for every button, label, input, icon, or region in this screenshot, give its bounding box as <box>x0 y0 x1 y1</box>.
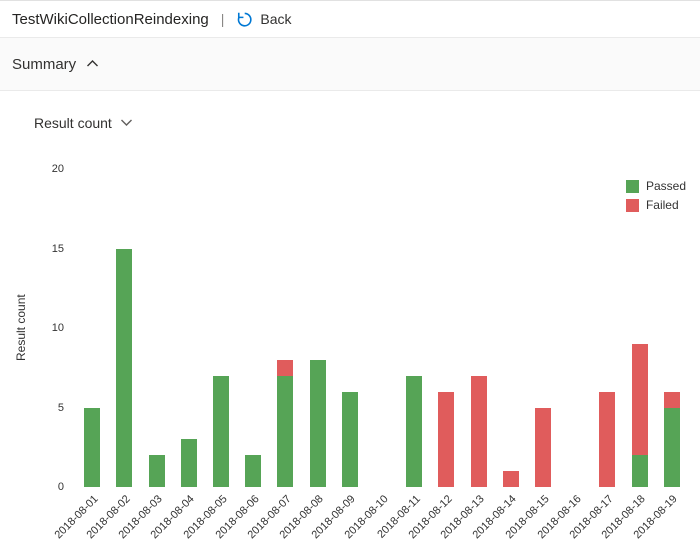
bar-column: 2018-08-01 <box>52 169 108 541</box>
chevron-down-icon <box>120 114 133 132</box>
bar-segment-failed[interactable] <box>470 375 487 487</box>
bar-segment-passed[interactable] <box>663 407 680 487</box>
bar-segment-failed[interactable] <box>502 471 519 487</box>
bar-column: 2018-08-07 <box>246 169 301 541</box>
bar-segment-passed[interactable] <box>148 455 165 487</box>
plot-wrap: 0 5 10 15 20 2018-08-01 2018-08-02 2018-08-03 2… <box>36 163 688 541</box>
run-title: TestWikiCollectionReindexing <box>12 10 209 28</box>
bar-column: 2018-08-16 <box>535 169 591 541</box>
bar-segment-passed[interactable] <box>341 391 358 487</box>
bar-column: 2018-08-10 <box>342 169 398 541</box>
bar-segment-passed[interactable] <box>212 375 229 487</box>
legend-item-failed[interactable]: Failed <box>625 198 686 212</box>
bar-column: 2018-08-08 <box>278 169 333 541</box>
bar-segment-passed[interactable] <box>309 359 326 487</box>
bar-segment-passed[interactable] <box>245 455 262 487</box>
bar-column: 2018-08-09 <box>310 169 366 541</box>
chevron-up-icon <box>86 55 99 73</box>
bar-segment-failed[interactable] <box>534 407 551 487</box>
bar-segment-failed[interactable] <box>599 391 616 487</box>
bar-column: 2018-08-17 <box>568 169 623 541</box>
bar-column: 2018-08-11 <box>375 169 430 541</box>
bar-segment-passed[interactable] <box>84 407 101 487</box>
bar-segment-failed[interactable] <box>663 391 680 408</box>
failed-swatch <box>625 198 639 212</box>
legend: Passed Failed <box>625 179 686 217</box>
back-button[interactable]: Back <box>236 11 292 28</box>
bar-column: 2018-08-02 <box>85 169 140 541</box>
back-label: Back <box>260 11 292 27</box>
bar-segment-passed[interactable] <box>180 439 197 487</box>
chart-container: Result count 0 5 10 15 20 2018-08-01 2018-08-… <box>14 163 688 541</box>
bar-segment-failed[interactable] <box>277 359 294 376</box>
bar-segment-failed[interactable] <box>631 343 648 456</box>
bar-segment-passed[interactable] <box>406 375 423 487</box>
bar-column: 2018-08-13 <box>439 169 494 541</box>
bar-column: 2018-08-03 <box>117 169 172 541</box>
metric-label: Result count <box>34 115 112 131</box>
bar-column: 2018-08-18 <box>600 169 655 541</box>
bar-segment-passed[interactable] <box>277 375 294 487</box>
summary-label: Summary <box>12 55 77 73</box>
legend-label-passed: Passed <box>645 179 686 193</box>
y-axis-ticks: 0 5 10 15 20 <box>36 163 70 493</box>
bar-column: 2018-08-19 <box>632 169 688 541</box>
summary-section-header[interactable]: Summary <box>0 38 700 91</box>
plot-area: 2018-08-01 2018-08-02 2018-08-03 2018-08-04… <box>52 169 688 541</box>
bar-segment-passed[interactable] <box>631 455 648 487</box>
y-axis-tick: 10 <box>51 322 64 334</box>
passed-swatch <box>625 179 639 193</box>
bar-segment-passed[interactable] <box>116 248 133 487</box>
title-separator: | <box>220 11 225 27</box>
bar-columns: 2018-08-01 2018-08-02 2018-08-03 2018-08-04… <box>52 169 688 541</box>
y-axis-tick: 15 <box>51 242 64 255</box>
bar-column: 2018-08-04 <box>149 169 205 541</box>
bar-column: 2018-08-15 <box>503 169 559 541</box>
top-bar: TestWikiCollectionReindexing | Back <box>0 1 700 38</box>
y-axis-tick: 20 <box>51 163 64 175</box>
y-axis-title: Result count <box>14 294 28 362</box>
bar-segment-failed[interactable] <box>438 391 455 487</box>
result-count-dropdown[interactable]: Result count <box>34 113 133 133</box>
legend-label-failed: Failed <box>645 198 679 212</box>
y-axis-tick: 0 <box>57 481 64 493</box>
y-axis-tick: 5 <box>57 401 64 414</box>
undo-back-arrow-icon <box>236 11 253 28</box>
bar-column: 2018-08-05 <box>181 169 237 541</box>
bar-column: 2018-08-14 <box>471 169 527 541</box>
bar-column: 2018-08-12 <box>407 169 462 541</box>
bar-column: 2018-08-06 <box>213 169 269 541</box>
legend-item-passed[interactable]: Passed <box>625 179 686 193</box>
